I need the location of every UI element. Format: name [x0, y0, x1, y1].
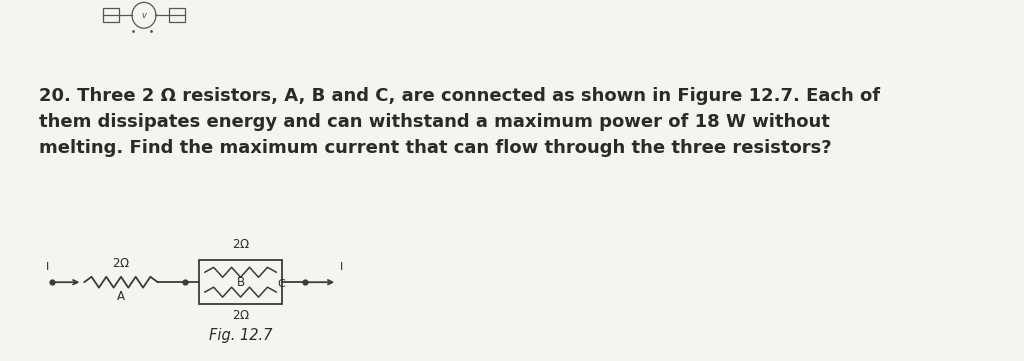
Text: v: v	[141, 11, 146, 20]
Text: 20. Three 2 Ω resistors, A, B and C, are connected as shown in Figure 12.7. Each: 20. Three 2 Ω resistors, A, B and C, are…	[39, 87, 881, 157]
Text: A: A	[117, 290, 125, 303]
Bar	[199, 260, 282, 304]
Text: I: I	[46, 262, 49, 272]
Text: C: C	[278, 279, 285, 289]
Text: I: I	[340, 262, 343, 272]
Text: B: B	[237, 276, 245, 289]
Text: 2$\Omega$: 2$\Omega$	[231, 309, 250, 322]
Text: 2$\Omega$: 2$\Omega$	[112, 257, 130, 270]
Bar	[169, 8, 185, 22]
Text: Fig. 12.7: Fig. 12.7	[209, 328, 272, 343]
Text: 2$\Omega$: 2$\Omega$	[231, 239, 250, 252]
Bar	[102, 8, 119, 22]
